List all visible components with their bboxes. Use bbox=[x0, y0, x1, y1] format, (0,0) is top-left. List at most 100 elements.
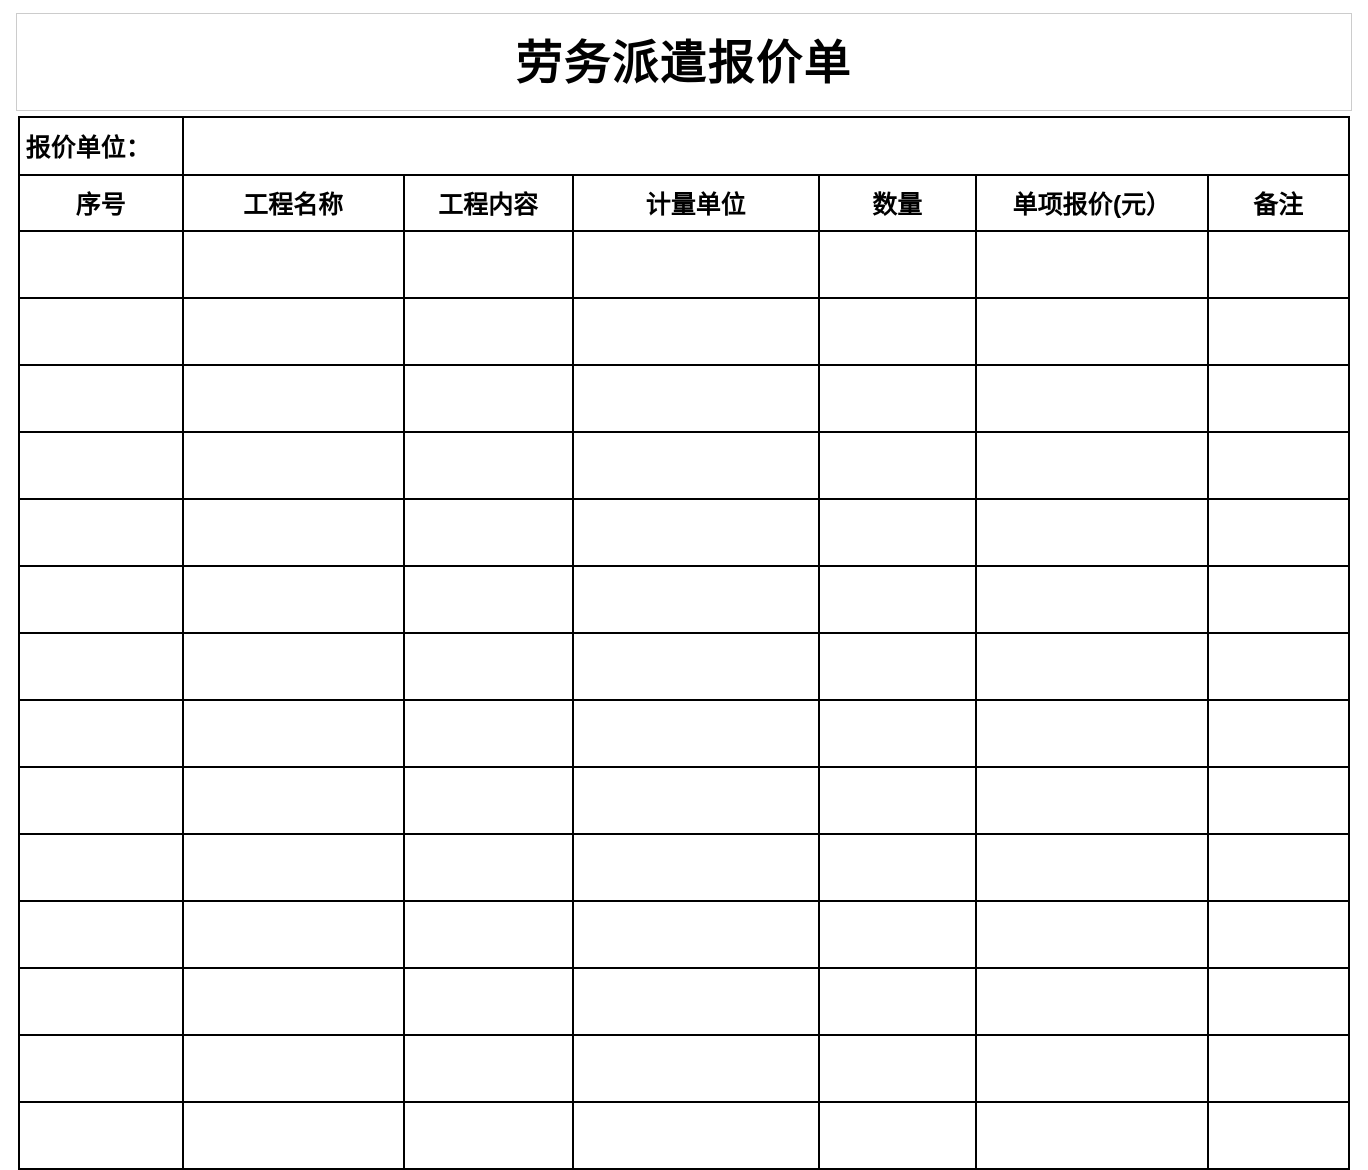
cell-unit[interactable] bbox=[572, 498, 820, 567]
cell-index[interactable] bbox=[18, 699, 184, 768]
cell-index[interactable] bbox=[18, 833, 184, 902]
cell-unit[interactable] bbox=[572, 431, 820, 500]
cell-remark[interactable] bbox=[1206, 364, 1351, 433]
cell-unit-price[interactable] bbox=[975, 364, 1209, 433]
cell-quantity[interactable] bbox=[818, 565, 977, 634]
cell-remark[interactable] bbox=[1206, 565, 1351, 634]
cell-remark[interactable] bbox=[1206, 431, 1351, 500]
cell-unit-price[interactable] bbox=[975, 699, 1209, 768]
cell-unit-price[interactable] bbox=[975, 565, 1209, 634]
cell-quantity[interactable] bbox=[818, 766, 977, 835]
cell-project-content[interactable] bbox=[403, 967, 574, 1036]
cell-unit-price[interactable] bbox=[975, 498, 1209, 567]
cell-unit-price[interactable] bbox=[975, 833, 1209, 902]
cell-remark[interactable] bbox=[1206, 699, 1351, 768]
cell-index[interactable] bbox=[18, 498, 184, 567]
cell-remark[interactable] bbox=[1206, 1101, 1351, 1170]
cell-project-name[interactable] bbox=[182, 1034, 405, 1103]
cell-remark[interactable] bbox=[1206, 1034, 1351, 1103]
quote-unit-input[interactable] bbox=[181, 116, 1351, 176]
cell-unit[interactable] bbox=[572, 297, 820, 366]
cell-project-content[interactable] bbox=[403, 1101, 574, 1170]
cell-index[interactable] bbox=[18, 431, 184, 500]
cell-project-name[interactable] bbox=[182, 431, 405, 500]
cell-unit[interactable] bbox=[572, 1101, 820, 1170]
cell-project-content[interactable] bbox=[403, 230, 574, 299]
cell-index[interactable] bbox=[18, 230, 184, 299]
cell-unit-price[interactable] bbox=[975, 766, 1209, 835]
cell-unit[interactable] bbox=[572, 900, 820, 969]
cell-unit[interactable] bbox=[572, 766, 820, 835]
cell-remark[interactable] bbox=[1206, 230, 1351, 299]
cell-project-name[interactable] bbox=[182, 766, 405, 835]
cell-project-content[interactable] bbox=[403, 833, 574, 902]
cell-unit-price[interactable] bbox=[975, 632, 1209, 701]
cell-unit[interactable] bbox=[572, 833, 820, 902]
cell-quantity[interactable] bbox=[818, 431, 977, 500]
cell-unit-price[interactable] bbox=[975, 967, 1209, 1036]
cell-quantity[interactable] bbox=[818, 900, 977, 969]
cell-project-name[interactable] bbox=[182, 699, 405, 768]
cell-quantity[interactable] bbox=[818, 230, 977, 299]
cell-project-name[interactable] bbox=[182, 833, 405, 902]
cell-unit[interactable] bbox=[572, 364, 820, 433]
cell-project-name[interactable] bbox=[182, 632, 405, 701]
cell-project-content[interactable] bbox=[403, 1034, 574, 1103]
cell-quantity[interactable] bbox=[818, 1101, 977, 1170]
cell-project-name[interactable] bbox=[182, 297, 405, 366]
cell-project-content[interactable] bbox=[403, 900, 574, 969]
cell-project-name[interactable] bbox=[182, 565, 405, 634]
cell-unit[interactable] bbox=[572, 967, 820, 1036]
cell-project-content[interactable] bbox=[403, 565, 574, 634]
cell-quantity[interactable] bbox=[818, 699, 977, 768]
cell-quantity[interactable] bbox=[818, 498, 977, 567]
cell-remark[interactable] bbox=[1206, 766, 1351, 835]
cell-project-content[interactable] bbox=[403, 632, 574, 701]
cell-quantity[interactable] bbox=[818, 1034, 977, 1103]
cell-remark[interactable] bbox=[1206, 833, 1351, 902]
cell-quantity[interactable] bbox=[818, 364, 977, 433]
cell-index[interactable] bbox=[18, 1101, 184, 1170]
cell-index[interactable] bbox=[18, 766, 184, 835]
cell-remark[interactable] bbox=[1206, 967, 1351, 1036]
cell-unit[interactable] bbox=[572, 1034, 820, 1103]
cell-index[interactable] bbox=[18, 1034, 184, 1103]
cell-unit-price[interactable] bbox=[975, 1034, 1209, 1103]
cell-project-content[interactable] bbox=[403, 498, 574, 567]
cell-quantity[interactable] bbox=[818, 967, 977, 1036]
cell-project-content[interactable] bbox=[403, 297, 574, 366]
cell-unit-price[interactable] bbox=[975, 900, 1209, 969]
cell-unit[interactable] bbox=[572, 699, 820, 768]
table-row bbox=[18, 766, 1351, 835]
cell-unit[interactable] bbox=[572, 565, 820, 634]
cell-remark[interactable] bbox=[1206, 297, 1351, 366]
cell-project-content[interactable] bbox=[403, 699, 574, 768]
cell-quantity[interactable] bbox=[818, 833, 977, 902]
cell-unit[interactable] bbox=[572, 230, 820, 299]
cell-project-name[interactable] bbox=[182, 364, 405, 433]
cell-project-name[interactable] bbox=[182, 230, 405, 299]
cell-unit-price[interactable] bbox=[975, 431, 1209, 500]
cell-remark[interactable] bbox=[1206, 498, 1351, 567]
cell-index[interactable] bbox=[18, 565, 184, 634]
cell-index[interactable] bbox=[18, 297, 184, 366]
cell-index[interactable] bbox=[18, 967, 184, 1036]
cell-unit[interactable] bbox=[572, 632, 820, 701]
cell-quantity[interactable] bbox=[818, 632, 977, 701]
cell-remark[interactable] bbox=[1206, 900, 1351, 969]
cell-project-content[interactable] bbox=[403, 431, 574, 500]
cell-index[interactable] bbox=[18, 364, 184, 433]
cell-unit-price[interactable] bbox=[975, 297, 1209, 366]
cell-quantity[interactable] bbox=[818, 297, 977, 366]
cell-project-name[interactable] bbox=[182, 498, 405, 567]
cell-project-content[interactable] bbox=[403, 364, 574, 433]
cell-unit-price[interactable] bbox=[975, 230, 1209, 299]
cell-project-name[interactable] bbox=[182, 900, 405, 969]
cell-project-content[interactable] bbox=[403, 766, 574, 835]
cell-unit-price[interactable] bbox=[975, 1101, 1209, 1170]
cell-remark[interactable] bbox=[1206, 632, 1351, 701]
cell-index[interactable] bbox=[18, 900, 184, 969]
cell-project-name[interactable] bbox=[182, 967, 405, 1036]
cell-index[interactable] bbox=[18, 632, 184, 701]
cell-project-name[interactable] bbox=[182, 1101, 405, 1170]
